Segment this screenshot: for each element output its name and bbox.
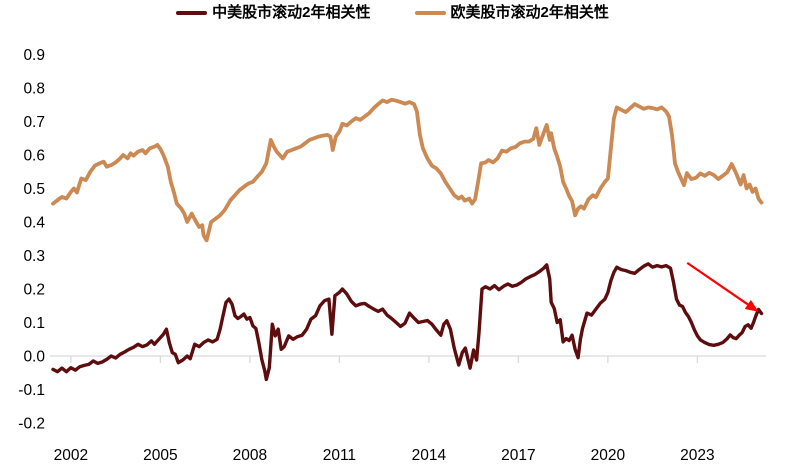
trend-arrow-shaft [686,261,749,306]
y-tick-label: 0.2 [23,282,45,299]
legend-label-china-us: 中美股市滚动2年相关性 [212,4,371,21]
y-tick-label: 0.7 [23,114,45,131]
y-tick-label: 0.9 [23,47,45,64]
y-tick-label: 0.4 [23,215,45,232]
x-tick-label: 2011 [323,447,356,464]
y-tick-label: -0.1 [18,382,45,399]
legend-swatch-europe-us [414,11,446,15]
x-tick-label: 2017 [501,447,535,464]
y-tick-label: 0.0 [23,349,45,366]
legend-item-china-us: 中美股市滚动2年相关性 [176,4,371,22]
trend-arrow-head [744,299,759,312]
y-tick-label: 0.3 [23,248,45,265]
y-tick-label: 0.8 [23,81,45,98]
chart-legend: 中美股市滚动2年相关性 欧美股市滚动2年相关性 [0,4,785,22]
y-tick-label: 0.1 [23,315,45,332]
x-tick-label: 2023 [680,447,714,464]
y-tick-label: 0.5 [23,181,45,198]
legend-swatch-china-us [176,11,208,15]
series-line-0 [51,262,764,382]
series-line-1 [51,97,764,243]
y-tick-label: 0.6 [23,148,45,165]
y-tick-label: -0.2 [18,416,45,433]
legend-item-europe-us: 欧美股市滚动2年相关性 [414,4,609,22]
legend-label-europe-us: 欧美股市滚动2年相关性 [450,4,609,21]
x-tick-label: 2005 [143,447,177,464]
x-tick-label: 2020 [591,447,626,464]
x-tick-label: 2014 [412,447,447,464]
x-tick-label: 2002 [54,447,88,464]
x-tick-label: 2008 [233,447,267,464]
